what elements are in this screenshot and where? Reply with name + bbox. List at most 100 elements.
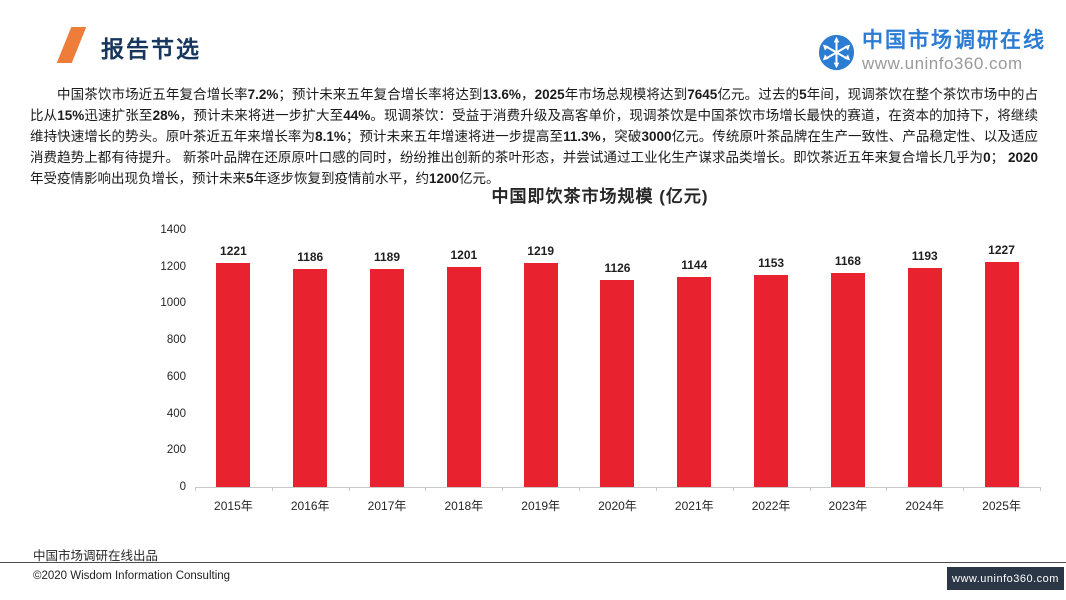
- y-axis-tick-label: 800: [166, 334, 186, 347]
- paragraph-text: 年市场总规模将达到: [564, 87, 688, 102]
- x-axis-tick-mark: [809, 487, 811, 491]
- highlight-number: 1200: [429, 171, 460, 186]
- x-axis-tick-mark: [963, 487, 965, 491]
- x-axis-tick-label: 2021年: [674, 499, 714, 513]
- y-axis-tick-label: 1200: [160, 260, 186, 273]
- footer-copyright: ©2020 Wisdom Information Consulting: [33, 570, 231, 582]
- bar-group: 1144: [656, 230, 733, 487]
- bar-value-label: 1221: [220, 243, 247, 258]
- bar-value-label: 1201: [450, 247, 478, 262]
- highlight-number: 8.1%: [315, 129, 346, 144]
- bar: [370, 268, 405, 487]
- bar: [984, 261, 1019, 487]
- paragraph-text: 亿元。传统原叶茶品牌在生产一致性、产品稳定性、以及适应消费趋势上都有待提升。 新…: [30, 129, 1039, 165]
- x-axis-tick-mark: [655, 487, 657, 491]
- bar-group: 1186: [272, 230, 349, 487]
- highlight-number: 5: [799, 87, 807, 102]
- highlight-number: 2020: [1007, 150, 1038, 165]
- x-axis-tick-label: 2017年: [367, 499, 407, 513]
- x-axis-tick-label: 2025年: [982, 499, 1021, 513]
- bar: [216, 262, 251, 487]
- paragraph-text: 亿元。: [459, 171, 500, 186]
- highlight-number: 13.6%: [482, 87, 521, 102]
- page-title: 报告节选: [101, 36, 201, 62]
- y-axis-tick-label: 400: [166, 407, 186, 420]
- x-axis-tick-label: 2019年: [521, 499, 560, 513]
- chart-title: 中国即饮茶市场规模 (亿元): [491, 187, 709, 206]
- paragraph-text: 迅速扩张至: [84, 108, 153, 123]
- x-axis-tick-label: 2020年: [598, 499, 637, 513]
- bar-value-label: 1168: [834, 253, 861, 268]
- bar: [830, 272, 865, 487]
- bar: [677, 277, 712, 487]
- x-axis-tick-label: 2024年: [905, 499, 945, 513]
- plot-area: 1221 1186 1189 1201 1219 1126 1144 1153 1168 1193…: [160, 224, 1041, 493]
- paragraph-text: ；预计未来五年增速将进一步提高至: [345, 129, 564, 144]
- bar-group: 1189: [349, 230, 426, 487]
- report-excerpt-paragraph: 中国茶饮市场近五年复合增长率7.2%；预计未来五年复合增长率将达到13.6%，2…: [30, 84, 1038, 189]
- paragraph-text: 年受疫情影响出现负增长，预计未来: [30, 171, 246, 186]
- x-axis-tick-mark: [886, 487, 888, 491]
- bar: [523, 263, 558, 487]
- bar-group: 1168: [810, 230, 887, 487]
- x-axis-labels: 2015年 2016年 2017年 2018年 2019年 2020年 2021年 2022年…: [195, 497, 1040, 514]
- x-axis-tick-label: 2016年: [290, 499, 330, 513]
- paragraph-text: ，预计未来将进一步扩大至: [179, 108, 344, 123]
- highlight-number: 44%: [343, 108, 371, 123]
- y-axis-tick-label: 1000: [160, 297, 186, 310]
- brand-name: 中国市场调研在线: [862, 29, 1046, 52]
- y-axis-tick-label: 1400: [160, 224, 186, 236]
- highlight-number: 2025: [534, 87, 565, 102]
- x-axis-tick-mark: [732, 487, 734, 491]
- x-axis-tick-mark: [271, 487, 273, 491]
- highlight-number: 11.3%: [563, 129, 601, 144]
- bar-value-label: 1189: [374, 249, 401, 264]
- bar: [600, 280, 635, 487]
- bar-group: 1126: [579, 230, 656, 487]
- x-axis-tick-mark: [195, 487, 196, 491]
- bar-group: 1153: [733, 230, 810, 487]
- bar-series: 1221 1186 1189 1201 1219 1126 1144 1153 1168 1193…: [195, 230, 1040, 487]
- footer-producer-text: 中国市场调研在线出品: [33, 549, 159, 563]
- bar-value-label: 1193: [911, 249, 938, 263]
- footer-divider: [0, 562, 1066, 563]
- x-axis-tick-label: 2015年: [214, 499, 253, 513]
- x-axis-tick-label: 2018年: [444, 499, 484, 513]
- brand-url-link[interactable]: www.uninfo360.com: [862, 54, 1023, 73]
- paragraph-text: ；: [990, 150, 1008, 165]
- paragraph-text: 。现调茶饮：受益于消费升级及高客单价，现调茶饮是中国茶饮市场增长最快的赛道，在资…: [30, 108, 1039, 144]
- highlight-number: 15%: [57, 108, 85, 123]
- highlight-number: 7645: [687, 87, 718, 102]
- paragraph-text: ；预计未来五年复合增长率将达到: [278, 87, 483, 102]
- bar-value-label: 1227: [988, 242, 1015, 257]
- x-axis-tick-mark: [425, 487, 427, 491]
- paragraph-text: ，: [520, 87, 535, 102]
- footer-site-link[interactable]: www.uninfo360.com: [947, 567, 1064, 590]
- bar: [446, 266, 481, 487]
- bar-value-label: 1219: [527, 244, 554, 259]
- highlight-number: 3000: [641, 129, 672, 144]
- bar: [754, 275, 789, 487]
- bar-value-label: 1126: [604, 261, 631, 276]
- bar: [293, 269, 328, 487]
- x-axis-tick-mark: [348, 487, 350, 491]
- bar-group: 1227: [963, 230, 1040, 487]
- x-axis-tick-label: 2023年: [828, 499, 868, 513]
- bar: [907, 268, 942, 487]
- bar-value-label: 1144: [681, 258, 708, 272]
- brand-logo: 中国市场调研在线 www.uninfo360.com: [818, 28, 1046, 74]
- highlight-number: 7.2%: [247, 87, 279, 102]
- bar-group: 1201: [425, 230, 502, 487]
- paragraph-text: 年逐步恢复到疫情前水平，约: [253, 171, 430, 186]
- highlight-number: 5: [246, 171, 254, 186]
- bar-group: 1193: [886, 230, 963, 487]
- paragraph-text: 年间，现调茶饮在整个茶饮市场中的占比从: [30, 87, 1039, 123]
- y-axis-tick-label: 600: [166, 370, 186, 383]
- bar-group: 1221: [195, 230, 272, 487]
- highlight-number: 0: [983, 150, 991, 165]
- x-axis-tick-mark: [502, 487, 504, 491]
- orange-slash-decoration: [56, 27, 87, 63]
- bar-value-label: 1153: [758, 256, 785, 271]
- paragraph-text: ，突破: [600, 129, 642, 144]
